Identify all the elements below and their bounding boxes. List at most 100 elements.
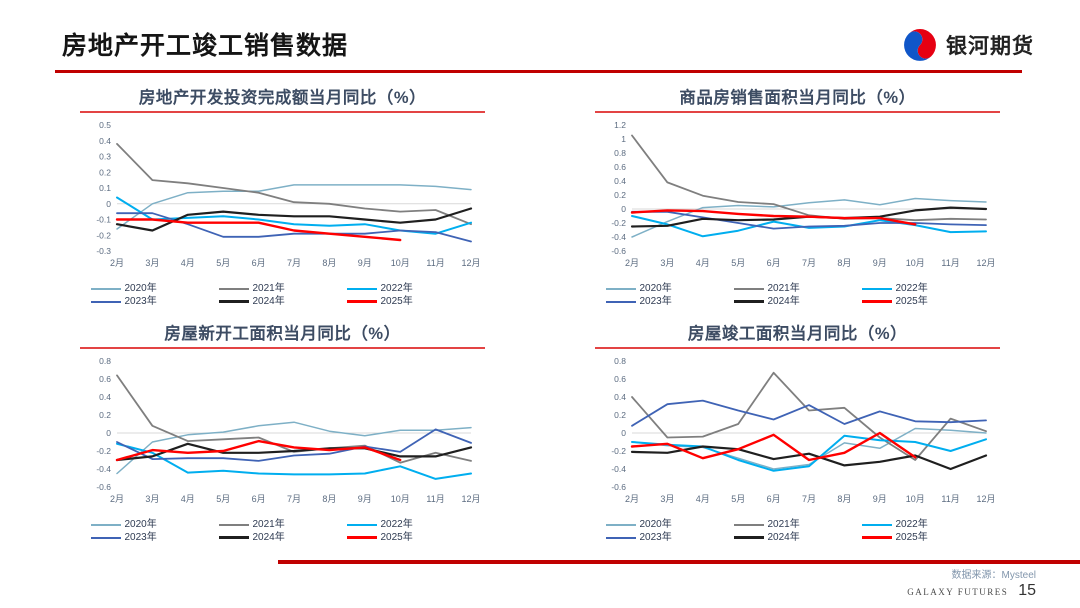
legend-label: 2020年 <box>124 283 157 294</box>
legend-item: 2020年 <box>605 518 734 531</box>
legend-swatch <box>346 523 377 526</box>
legend-swatch <box>861 300 892 303</box>
svg-text:1.2: 1.2 <box>614 120 626 130</box>
legend-swatch <box>218 300 249 303</box>
svg-text:4月: 4月 <box>695 258 709 268</box>
legend-item: 2023年 <box>605 295 734 308</box>
svg-text:0.6: 0.6 <box>614 162 626 172</box>
legend-swatch <box>218 523 249 526</box>
svg-text:1: 1 <box>621 134 626 144</box>
svg-text:-0.6: -0.6 <box>611 246 626 256</box>
svg-text:4月: 4月 <box>180 258 194 268</box>
chart-block-investment: 房地产开发投资完成额当月同比（%） 0.5 0.4 0.3 0.2 0.1 0 -0.1 -0… <box>58 84 507 308</box>
brand-footer-text: GALAXY FUTURES <box>907 587 1009 597</box>
svg-text:0: 0 <box>621 428 626 438</box>
legend-label: 2021年 <box>767 519 800 530</box>
svg-text:11月: 11月 <box>941 494 959 504</box>
svg-text:0.6: 0.6 <box>614 374 626 384</box>
chart-legend: 2020年 2021年 2022年 2023年 2024年 2025年 <box>58 518 507 544</box>
legend-item: 2025年 <box>861 295 990 308</box>
legend-label: 2023年 <box>639 532 672 543</box>
legend-swatch <box>90 287 121 290</box>
svg-text:0.2: 0.2 <box>614 410 626 420</box>
legend-label: 2025年 <box>895 532 928 543</box>
svg-text:-0.2: -0.2 <box>96 446 111 456</box>
galaxy-swirl-icon <box>904 29 936 61</box>
svg-text:3月: 3月 <box>660 258 674 268</box>
svg-text:-0.6: -0.6 <box>96 482 111 492</box>
svg-text:6月: 6月 <box>766 258 780 268</box>
chart-title-underline <box>595 111 1000 113</box>
svg-text:8月: 8月 <box>837 258 851 268</box>
page-number: 15 <box>1018 582 1036 599</box>
chart-title-underline <box>595 347 1000 349</box>
svg-text:12月: 12月 <box>976 494 995 504</box>
legend-swatch <box>346 287 377 290</box>
svg-text:7月: 7月 <box>801 258 815 268</box>
chart-block-sales: 商品房销售面积当月同比（%） 1.2 1 0.8 0.6 0.4 0.2 0 -0.2 -0.4… <box>573 84 1022 308</box>
chart-title-underline <box>80 111 485 113</box>
svg-text:10月: 10月 <box>390 494 409 504</box>
svg-text:0.4: 0.4 <box>99 392 111 402</box>
svg-text:0.8: 0.8 <box>614 148 626 158</box>
legend-label: 2024年 <box>767 296 800 307</box>
svg-text:12月: 12月 <box>976 258 995 268</box>
svg-text:-0.1: -0.1 <box>96 215 111 225</box>
svg-text:0: 0 <box>106 199 111 209</box>
svg-text:0.8: 0.8 <box>614 356 626 366</box>
legend-item: 2021年 <box>733 518 862 531</box>
svg-text:0.4: 0.4 <box>614 176 626 186</box>
legend-swatch <box>733 287 764 290</box>
svg-text:5月: 5月 <box>731 494 745 504</box>
legend-item: 2020年 <box>90 518 219 531</box>
legend-label: 2021年 <box>252 519 285 530</box>
charts-grid: 房地产开发投资完成额当月同比（%） 0.5 0.4 0.3 0.2 0.1 0 -0.1 -0… <box>58 84 1022 544</box>
svg-text:12月: 12月 <box>461 494 480 504</box>
legend-swatch <box>605 300 636 303</box>
legend-swatch <box>605 523 636 526</box>
chart-title-underline <box>80 347 485 349</box>
svg-text:0: 0 <box>106 428 111 438</box>
line-chart-canvas: 0.8 0.6 0.4 0.2 0 -0.2 -0.4 -0.6 2月 3月 4月 5月 6月 7月 8月 9… <box>58 351 507 517</box>
svg-text:0.1: 0.1 <box>99 183 111 193</box>
legend-swatch <box>346 300 377 303</box>
svg-text:11月: 11月 <box>941 258 959 268</box>
chart-legend: 2020年 2021年 2022年 2023年 2024年 2025年 <box>573 518 1022 544</box>
footer: 数据来源：Mysteel GALAXY FUTURES 15 <box>907 566 1036 600</box>
svg-text:0.8: 0.8 <box>99 356 111 366</box>
brand-logo-text: 银河期货 <box>946 35 1034 58</box>
svg-text:0.6: 0.6 <box>99 374 111 384</box>
svg-text:6月: 6月 <box>251 494 265 504</box>
svg-text:-0.4: -0.4 <box>96 464 111 474</box>
svg-text:0.4: 0.4 <box>99 136 111 146</box>
legend-item: 2020年 <box>90 282 219 295</box>
legend-swatch <box>733 300 764 303</box>
svg-text:5月: 5月 <box>216 494 230 504</box>
legend-label: 2023年 <box>124 296 157 307</box>
legend-item: 2020年 <box>605 282 734 295</box>
legend-item: 2024年 <box>218 295 347 308</box>
chart-title: 商品房销售面积当月同比（%） <box>679 89 916 107</box>
legend-swatch <box>733 523 764 526</box>
legend-item: 2025年 <box>346 531 475 544</box>
svg-text:9月: 9月 <box>357 258 371 268</box>
legend-swatch <box>861 523 892 526</box>
svg-text:0.2: 0.2 <box>99 167 111 177</box>
chart-block-new-starts: 房屋新开工面积当月同比（%） 0.8 0.6 0.4 0.2 0 -0.2 -0.4 -0.6… <box>58 320 507 544</box>
svg-text:7月: 7月 <box>286 494 300 504</box>
legend-item: 2024年 <box>218 531 347 544</box>
legend-swatch <box>861 536 892 539</box>
legend-item: 2023年 <box>605 531 734 544</box>
svg-text:2月: 2月 <box>624 258 638 268</box>
svg-text:-0.4: -0.4 <box>611 232 626 242</box>
legend-label: 2024年 <box>252 296 285 307</box>
legend-item: 2021年 <box>733 282 862 295</box>
svg-text:-0.3: -0.3 <box>96 246 111 256</box>
svg-text:10月: 10月 <box>390 258 409 268</box>
legend-label: 2022年 <box>895 283 928 294</box>
svg-text:2月: 2月 <box>109 494 123 504</box>
legend-swatch <box>218 287 249 290</box>
legend-label: 2025年 <box>380 532 413 543</box>
svg-text:-0.2: -0.2 <box>611 446 626 456</box>
svg-text:10月: 10月 <box>905 258 924 268</box>
